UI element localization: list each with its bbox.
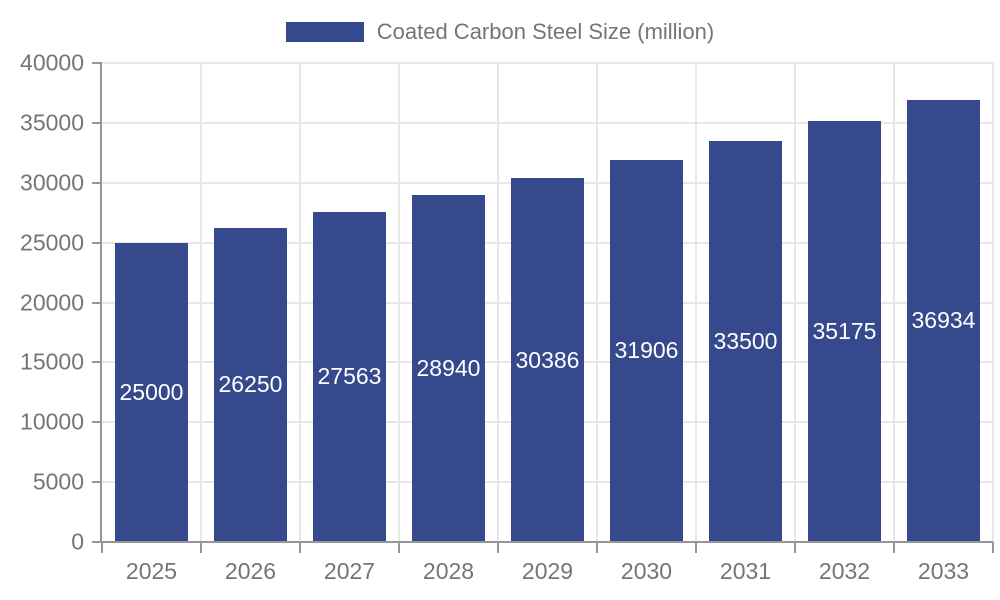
- y-tick-label: 35000: [20, 109, 84, 136]
- x-tick-mark: [694, 542, 697, 553]
- y-tick-mark: [92, 541, 102, 543]
- x-tick-mark: [497, 542, 499, 553]
- y-tick-label: 30000: [20, 169, 84, 196]
- x-tick-mark: [596, 542, 598, 553]
- legend-label: Coated Carbon Steel Size (million): [376, 19, 715, 44]
- v-gridline: [596, 63, 598, 542]
- x-tick-mark: [101, 542, 103, 553]
- y-tick-mark: [92, 121, 102, 124]
- y-tick-label: 10000: [20, 408, 84, 435]
- legend-swatch: [285, 22, 364, 42]
- x-axis-line: [100, 541, 993, 543]
- y-tick-mark: [92, 62, 102, 64]
- v-gridline: [497, 63, 499, 542]
- bar-value-label: 26250: [218, 371, 283, 398]
- y-tick-mark: [92, 181, 102, 184]
- bar-2027[interactable]: 27563: [313, 211, 386, 542]
- y-tick-label: 0: [71, 528, 84, 555]
- y-tick-mark: [92, 361, 102, 364]
- y-tick-label: 20000: [20, 289, 84, 315]
- y-tick-mark: [92, 301, 102, 304]
- x-tick-label: 2027: [323, 558, 376, 584]
- bar-value-label: 28940: [416, 355, 481, 382]
- x-tick-mark: [992, 542, 994, 553]
- x-axis-ticks: [101, 542, 994, 553]
- h-gridline: [102, 62, 993, 64]
- bar-value-label: 25000: [119, 378, 184, 405]
- bar-2030[interactable]: 31906: [610, 159, 683, 542]
- y-tick-mark: [92, 421, 102, 424]
- v-gridline: [397, 63, 400, 542]
- h-gridline: [102, 121, 993, 124]
- bar-2026[interactable]: 26250: [214, 227, 287, 542]
- v-gridline: [299, 63, 301, 542]
- v-gridline: [893, 63, 895, 542]
- bar-value-label: 33500: [713, 327, 778, 354]
- y-tick-label: 25000: [20, 229, 84, 256]
- legend-item[interactable]: Coated Carbon Steel Size (million): [0, 20, 1000, 44]
- x-tick-mark: [200, 542, 202, 553]
- plot-area: 25000 26250 27563 28940 30386 31906 33500 35175…: [102, 62, 994, 542]
- x-tick-label: 2025: [125, 558, 178, 584]
- y-tick-mark: [92, 481, 102, 484]
- bar-2025[interactable]: 25000: [115, 242, 188, 542]
- v-gridline: [992, 63, 994, 542]
- x-tick-mark: [794, 542, 796, 553]
- x-axis-labels: 2025 2026 2027 2028 2029 2030 2031 2032 2033: [102, 558, 993, 588]
- bar-2033[interactable]: 36934: [907, 99, 980, 542]
- y-tick-mark: [92, 241, 102, 244]
- bar-value-label: 31906: [614, 337, 679, 364]
- x-tick-label: 2033: [917, 558, 970, 584]
- x-tick-mark: [299, 542, 301, 553]
- bar-2028[interactable]: 28940: [412, 195, 485, 542]
- x-tick-label: 2030: [620, 558, 673, 584]
- y-tick-label: 5000: [32, 468, 84, 495]
- x-tick-label: 2032: [818, 558, 871, 584]
- y-axis-labels: 0 5000 10000 15000 20000 25000 30000 35000 40000: [0, 51, 84, 553]
- bar-value-label: 27563: [317, 363, 382, 390]
- bar-2031[interactable]: 33500: [709, 140, 782, 542]
- x-tick-mark: [397, 542, 400, 553]
- bar-2029[interactable]: 30386: [511, 178, 584, 542]
- y-axis-line: [100, 63, 102, 542]
- y-axis-ticks: [92, 62, 102, 543]
- bar-value-label: 35175: [812, 317, 877, 344]
- v-gridline: [794, 63, 796, 542]
- bar-2032[interactable]: 35175: [808, 120, 881, 542]
- x-tick-mark: [893, 542, 895, 553]
- v-gridline: [200, 63, 202, 542]
- x-tick-label: 2029: [521, 558, 574, 584]
- x-tick-label: 2026: [224, 558, 277, 584]
- bar-value-label: 30386: [515, 346, 580, 373]
- y-tick-label: 15000: [20, 348, 84, 375]
- x-tick-label: 2031: [719, 558, 772, 584]
- y-tick-label: 40000: [20, 49, 84, 76]
- x-tick-label: 2028: [422, 558, 475, 584]
- v-gridline: [694, 63, 697, 542]
- bar-value-label: 36934: [911, 307, 976, 334]
